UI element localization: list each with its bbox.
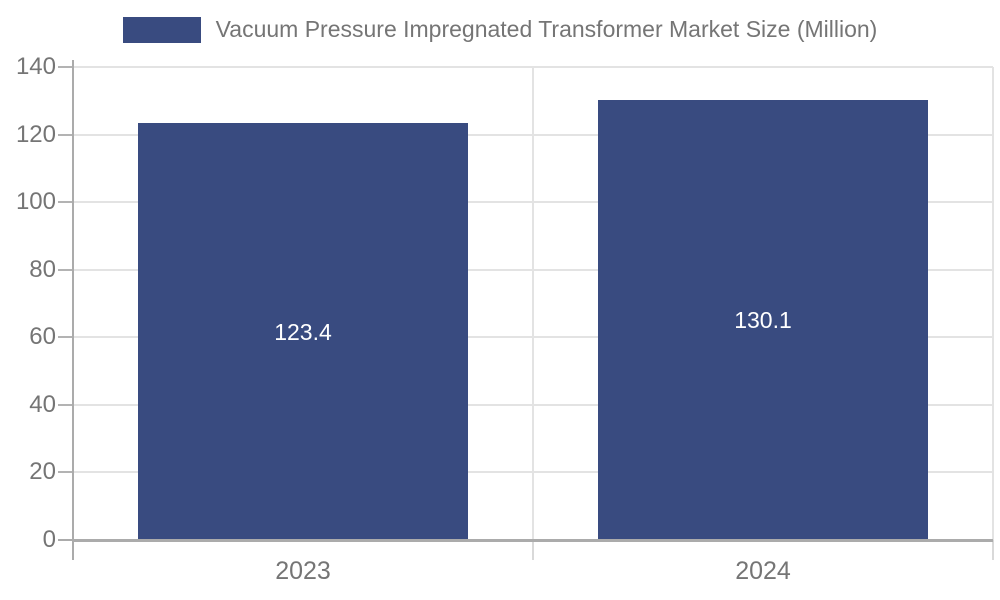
y-axis-tick-80 — [58, 268, 73, 271]
legend-label: Vacuum Pressure Impregnated Transformer … — [215, 16, 878, 42]
y-tick-label-140: 140 — [15, 53, 56, 80]
y-axis-tick-140 — [58, 66, 73, 68]
y-axis-tick-120 — [58, 133, 73, 136]
y-tick-label-80: 80 — [29, 255, 56, 283]
gridline-x-boundary-1 — [532, 67, 534, 540]
y-axis-tick-20 — [58, 471, 73, 474]
bar-2024[interactable] — [598, 100, 928, 540]
y-axis-tick-100 — [58, 201, 73, 204]
y-axis-tick-40 — [58, 403, 73, 406]
x-axis-tick-1 — [532, 540, 534, 560]
y-tick-label-40: 40 — [29, 390, 56, 418]
y-axis-tick-0 — [58, 539, 73, 541]
x-tick-label-2024: 2024 — [735, 557, 791, 585]
y-tick-label-120: 120 — [15, 120, 56, 148]
y-tick-label-20: 20 — [29, 458, 56, 486]
legend-item[interactable]: Vacuum Pressure Impregnated Transformer … — [0, 16, 1000, 43]
y-tick-label-0: 0 — [42, 526, 56, 553]
gridline-x-boundary-2 — [992, 67, 994, 540]
y-axis-line — [72, 60, 74, 560]
bar-value-label-2024: 130.1 — [734, 307, 792, 334]
x-tick-label-2023: 2023 — [275, 557, 331, 585]
bar-value-label-2023: 123.4 — [274, 318, 332, 345]
x-axis-tick-2 — [992, 540, 994, 560]
y-axis-tick-60 — [58, 336, 73, 339]
bar-2023[interactable] — [138, 123, 468, 540]
x-axis-line — [73, 539, 993, 542]
y-tick-label-60: 60 — [29, 323, 56, 351]
y-tick-label-100: 100 — [15, 188, 56, 216]
legend-swatch — [122, 16, 201, 43]
